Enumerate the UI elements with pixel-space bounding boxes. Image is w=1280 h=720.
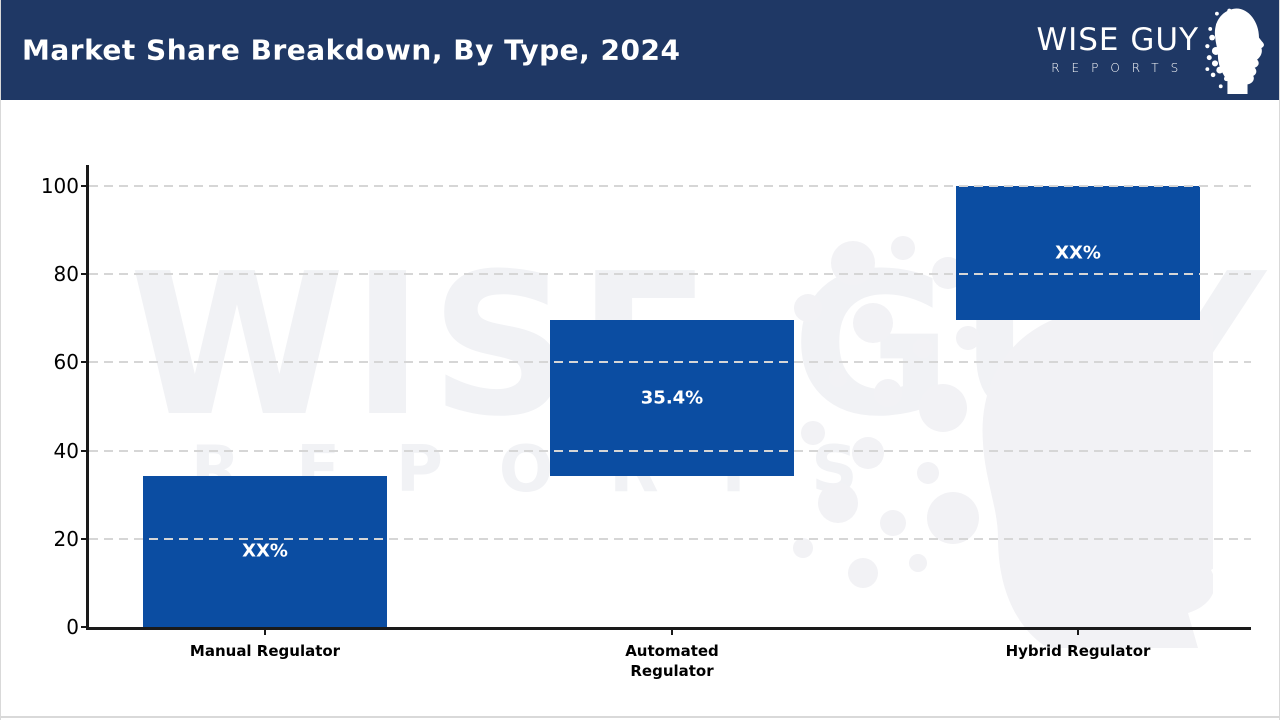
x-axis-tick-mark xyxy=(264,627,266,635)
y-axis-tick-mark xyxy=(81,273,89,276)
y-axis-tick-mark xyxy=(81,626,89,628)
logo-face-icon xyxy=(1205,8,1264,94)
y-axis-tick-mark xyxy=(81,449,89,452)
y-axis-tick-mark xyxy=(81,185,89,187)
bar-value-label: XX% xyxy=(1055,242,1101,264)
bar-segment xyxy=(143,475,387,627)
bar-value-label: 35.4% xyxy=(640,387,704,409)
x-axis-category-label: Automated Regulator xyxy=(625,642,719,680)
x-axis-tick-mark xyxy=(671,627,673,635)
y-axis-tick-label: 60 xyxy=(53,350,79,375)
footer-divider xyxy=(1,716,1279,718)
bar-value-label: XX% xyxy=(242,540,288,562)
x-axis-category-label: Hybrid Regulator xyxy=(1005,642,1151,660)
gridline xyxy=(89,185,1251,187)
y-axis-tick-label: 0 xyxy=(66,615,79,639)
gridline xyxy=(89,449,1251,452)
x-axis-line xyxy=(86,627,1251,630)
gridline xyxy=(89,361,1251,364)
y-axis-line xyxy=(86,165,89,630)
gridline xyxy=(89,273,1251,276)
wise-guy-reports-logo: WISE GUY REPORTS xyxy=(1021,4,1271,96)
logo-text: WISE GUY REPORTS xyxy=(1036,22,1199,75)
x-axis-category-label: Manual Regulator xyxy=(189,642,341,660)
y-axis-tick-label: 80 xyxy=(53,262,79,287)
gridline xyxy=(89,537,1251,540)
x-axis-tick-mark xyxy=(1077,627,1079,635)
page-title: Market Share Breakdown, By Type, 2024 xyxy=(22,33,681,67)
logo-subtitle: REPORTS xyxy=(1051,61,1191,75)
header-band: Market Share Breakdown, By Type, 2024 WI… xyxy=(1,0,1279,100)
y-axis-tick-label: 20 xyxy=(53,526,79,551)
y-axis-tick-label: 40 xyxy=(53,438,79,463)
y-axis-tick-label: 100 xyxy=(40,174,79,198)
y-axis-tick-mark xyxy=(81,537,89,540)
logo-wordmark: WISE GUY xyxy=(1036,22,1199,58)
y-axis-tick-mark xyxy=(81,361,89,364)
bar-segment xyxy=(956,186,1200,320)
